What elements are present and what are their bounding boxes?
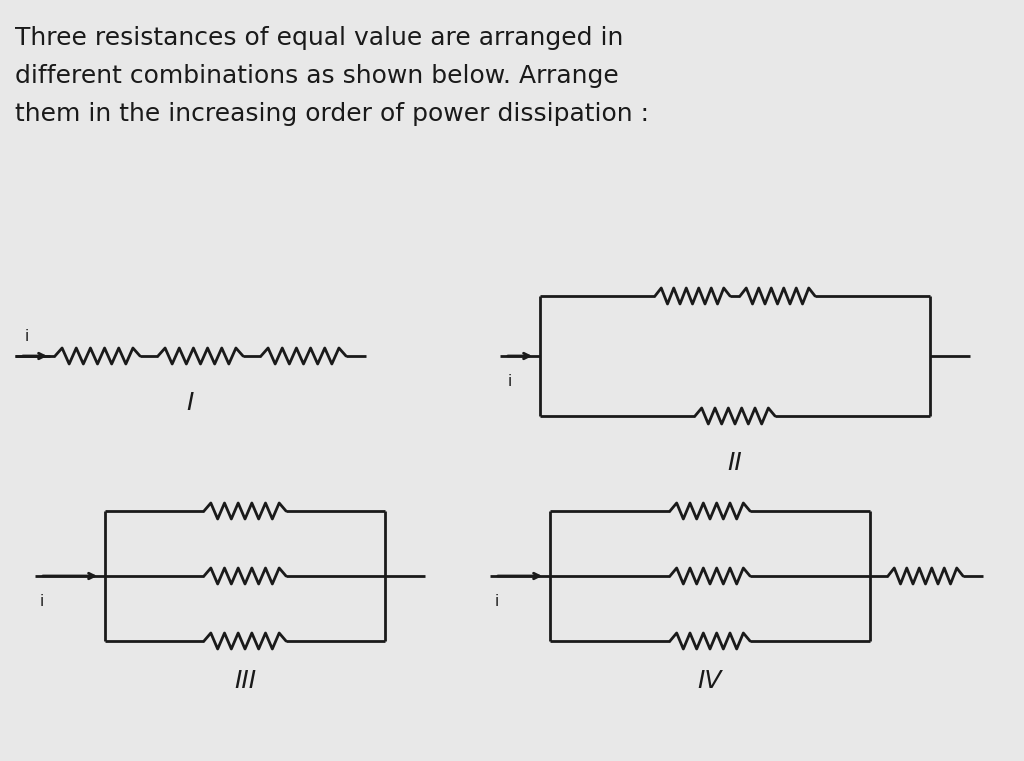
Text: Three resistances of equal value are arranged in: Three resistances of equal value are arr…	[15, 26, 624, 50]
Text: i: i	[508, 374, 512, 389]
Text: i: i	[40, 594, 44, 609]
Text: III: III	[233, 669, 256, 693]
Text: I: I	[186, 391, 195, 415]
Text: different combinations as shown below. Arrange: different combinations as shown below. A…	[15, 64, 618, 88]
Text: IV: IV	[697, 669, 722, 693]
Text: i: i	[25, 329, 30, 344]
Text: i: i	[495, 594, 500, 609]
Text: II: II	[728, 451, 742, 475]
Text: them in the increasing order of power dissipation :: them in the increasing order of power di…	[15, 102, 649, 126]
